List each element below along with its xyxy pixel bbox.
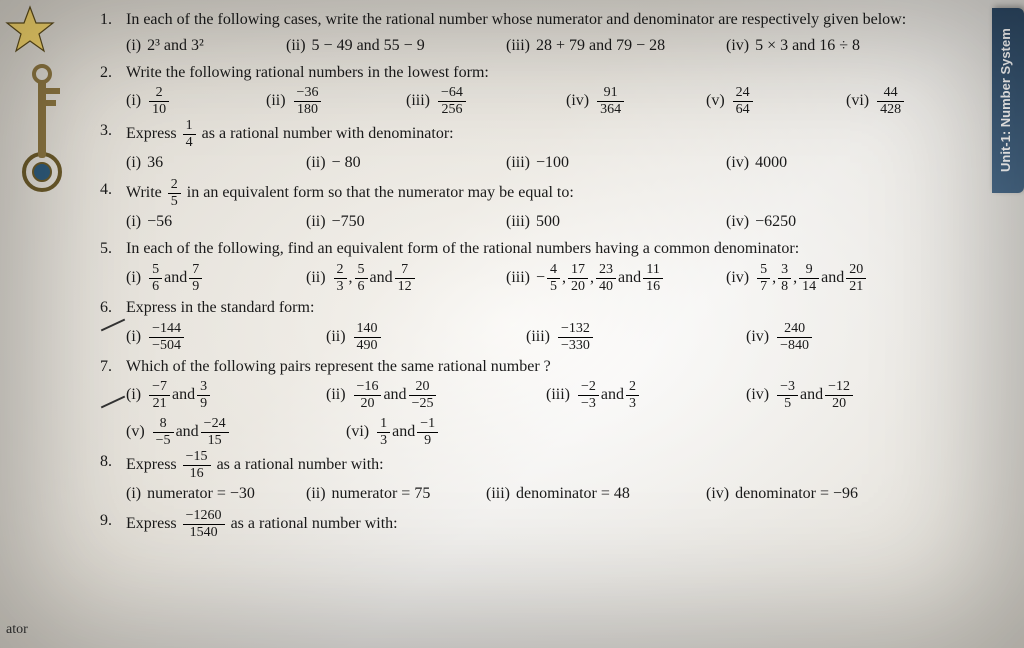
q7-opt: (vi)13 and −19 (346, 417, 546, 448)
q2-opt: (i)210 (126, 86, 266, 117)
q8-opt-i: (i)numerator = −30 (126, 482, 306, 507)
q3-opt-i: (i)36 (126, 151, 306, 176)
question-text: Express −1516 as a rational number with: (126, 450, 994, 481)
question-3: 3. Express 14 as a rational number with … (100, 119, 994, 176)
q7-opt: (iii)−2−3 and 23 (546, 380, 746, 411)
q1-opt-iii: (iii)28 + 79 and 79 − 28 (506, 34, 726, 59)
q2-opt: (ii)−36180 (266, 86, 406, 117)
question-9: 9. Express −12601540 as a rational numbe… (100, 509, 994, 540)
q5-opt: (ii)23, 56 and 712 (306, 263, 506, 294)
question-number: 7. (100, 355, 126, 449)
q6-opt: (iii)−132−330 (526, 322, 746, 353)
question-text: Express −12601540 as a rational number w… (126, 509, 994, 540)
q2-opt: (iv)91364 (566, 86, 706, 117)
question-7: 7. Which of the following pairs represen… (100, 355, 994, 449)
q5-opt: (i)56 and 79 (126, 263, 306, 294)
question-2: 2. Write the following rational numbers … (100, 61, 994, 118)
question-number: 4. (100, 178, 126, 235)
q8-opt-iii: (iii)denominator = 48 (486, 482, 706, 507)
question-4: 4. Write 25 in an equivalent form so tha… (100, 178, 994, 235)
q6-opt: (i)−144−504 (126, 322, 326, 353)
q5-opt: (iv)57, 38, 914 and 2021 (726, 263, 868, 294)
page-content: Unit-1: Number System 1. In each of the … (0, 0, 1024, 648)
q2-opt: (iii)−64256 (406, 86, 566, 117)
question-6: 6. Express in the standard form: (i)−144… (100, 296, 994, 353)
q4-opt-i: (i)−56 (126, 210, 306, 235)
q3-opt-ii: (ii)− 80 (306, 151, 506, 176)
question-8: 8. Express −1516 as a rational number wi… (100, 450, 994, 507)
q3-opt-iv: (iv)4000 (726, 151, 787, 176)
question-1: 1. In each of the following cases, write… (100, 8, 994, 59)
q7-opt: (v)8−5 and −2415 (126, 417, 346, 448)
question-text: Express 14 as a rational number with den… (126, 119, 994, 150)
question-text: Express in the standard form: (126, 296, 994, 321)
question-text: In each of the following, find an equiva… (126, 237, 994, 262)
corner-decoration (0, 0, 85, 220)
question-number: 6. (100, 296, 126, 353)
q3-opt-iii: (iii)−100 (506, 151, 726, 176)
question-number: 5. (100, 237, 126, 294)
q7-opt: (ii)−1620 and 20−25 (326, 380, 546, 411)
unit-side-tab: Unit-1: Number System (992, 8, 1024, 193)
q2-opt: (vi)44428 (846, 86, 906, 117)
page-edge-fragment: ator (6, 622, 28, 638)
question-number: 2. (100, 61, 126, 118)
q1-opt-ii: (ii)5 − 49 and 55 − 9 (286, 34, 506, 59)
question-5: 5. In each of the following, find an equ… (100, 237, 994, 294)
question-text: In each of the following cases, write th… (126, 8, 994, 33)
q6-opt: (ii)140490 (326, 322, 526, 353)
q5-opt: (iii)−45, 1720, 2340 and 1116 (506, 263, 726, 294)
question-text: Write the following rational numbers in … (126, 61, 994, 86)
question-number: 9. (100, 509, 126, 540)
q7-opt: (iv)−35 and −1220 (746, 380, 946, 411)
q4-opt-iii: (iii)500 (506, 210, 726, 235)
q4-opt-iv: (iv)−6250 (726, 210, 796, 235)
question-number: 1. (100, 8, 126, 59)
q8-opt-iv: (iv)denominator = −96 (706, 482, 858, 507)
key-icon (15, 60, 70, 200)
question-number: 8. (100, 450, 126, 507)
q6-opt: (iv)240−840 (746, 322, 814, 353)
q1-opt-iv: (iv)5 × 3 and 16 ÷ 8 (726, 34, 860, 59)
q8-opt-ii: (ii)numerator = 75 (306, 482, 486, 507)
q7-opt: (i)−721 and 39 (126, 380, 326, 411)
question-text: Which of the following pairs represent t… (126, 355, 994, 380)
q2-opt: (v)2464 (706, 86, 846, 117)
star-icon (5, 5, 55, 55)
q1-opt-i: (i)2³ and 3² (126, 34, 286, 59)
question-number: 3. (100, 119, 126, 176)
question-text: Write 25 in an equivalent form so that t… (126, 178, 994, 209)
q4-opt-ii: (ii)−750 (306, 210, 506, 235)
